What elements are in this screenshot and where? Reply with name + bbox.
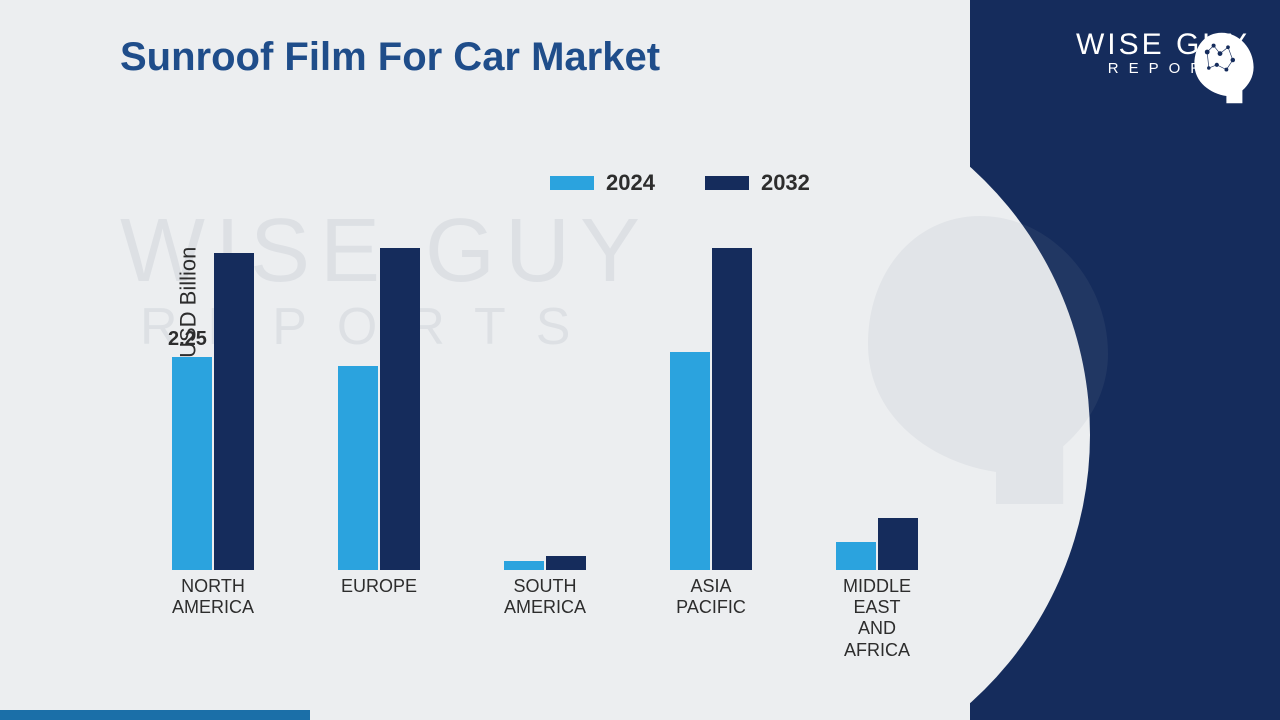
bar-2032 <box>878 518 918 570</box>
bar-group <box>504 556 586 570</box>
bar-group <box>670 248 752 570</box>
bar-2032 <box>712 248 752 570</box>
bar-2032 <box>546 556 586 570</box>
accent-bottom-bar <box>0 710 310 720</box>
bar-2024 <box>172 357 212 570</box>
chart-area: Market Size in USD Billion 2.25 NORTHAME… <box>100 160 960 590</box>
x-axis-label: NORTHAMERICA <box>153 576 273 618</box>
x-axis-label: ASIAPACIFIC <box>651 576 771 618</box>
chart-title: Sunroof Film For Car Market <box>120 35 660 80</box>
bar-2032 <box>214 253 254 570</box>
x-axis-label: EUROPE <box>319 576 439 597</box>
stage: WISE GUY REPORTS Sunroof Film For Car Ma… <box>0 0 1280 720</box>
x-axis-label: MIDDLEEASTANDAFRICA <box>817 576 937 661</box>
bar-2032 <box>380 248 420 570</box>
bar-value-label: 2.25 <box>168 328 207 351</box>
bar-2024 <box>338 366 378 570</box>
brand-head-icon <box>1180 28 1260 108</box>
bar-group <box>172 253 254 570</box>
bar-2024 <box>836 542 876 570</box>
bar-2024 <box>670 352 710 570</box>
bar-group <box>836 518 918 570</box>
plot-area: 2.25 <box>130 210 960 570</box>
x-axis-label: SOUTHAMERICA <box>485 576 605 618</box>
bar-2024 <box>504 561 544 570</box>
bar-group <box>338 248 420 570</box>
